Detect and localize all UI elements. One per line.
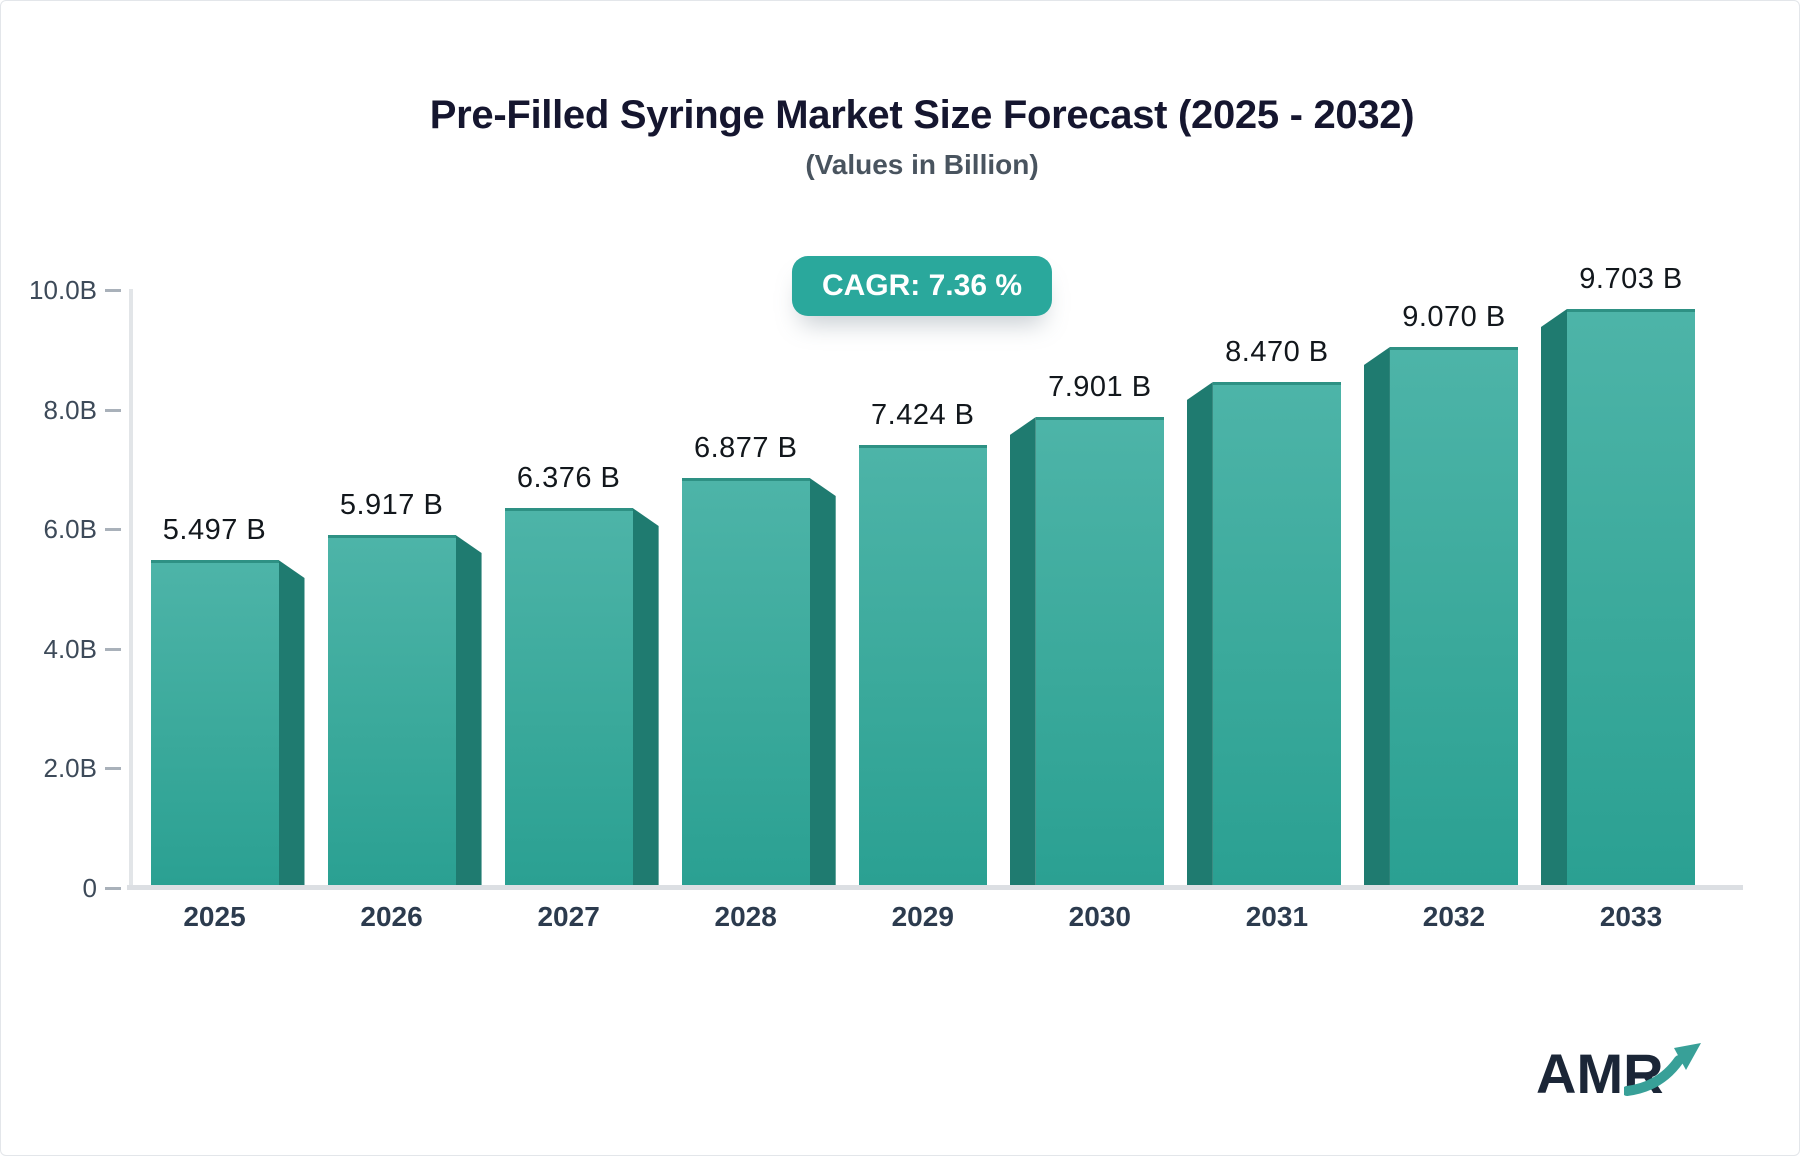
y-tick-label: 8.0B — [43, 394, 98, 425]
bar-value-label: 6.877 B — [693, 432, 798, 464]
bar-side-face — [809, 478, 836, 889]
bar-2033 — [1567, 309, 1695, 889]
amr-logo: AMR — [1536, 1039, 1712, 1103]
bar-side-face — [1363, 347, 1390, 889]
bar-side-face — [632, 508, 659, 889]
bar-value-label: 5.917 B — [339, 489, 444, 521]
y-tick-label: 0 — [82, 873, 97, 903]
bar-2030 — [1035, 417, 1164, 889]
bar-2032 — [1389, 347, 1518, 889]
bar-value-label: 6.376 B — [516, 462, 621, 494]
bar-2028 — [681, 478, 810, 889]
x-tick-label: 2026 — [360, 901, 423, 932]
chart-title: Pre-Filled Syringe Market Size Forecast … — [429, 93, 1415, 137]
bar-side-face — [1541, 309, 1567, 889]
growth-arrow-icon — [1624, 1043, 1701, 1096]
x-tick-label: 2028 — [714, 901, 777, 932]
bar-2029 — [858, 445, 987, 889]
bar-value-label: 7.424 B — [871, 399, 975, 431]
y-tick-mark — [105, 289, 121, 292]
bar-side-face — [1009, 417, 1036, 889]
chart-subtitle: (Values in Billion) — [805, 149, 1039, 180]
y-tick-mark — [105, 767, 121, 771]
cagr-badge: CAGR: 7.36 % — [791, 256, 1053, 316]
x-tick-label: 2032 — [1422, 901, 1486, 932]
bar-value-label: 7.901 B — [1048, 371, 1152, 403]
y-tick-mark — [105, 408, 121, 412]
y-axis-line — [129, 289, 133, 890]
y-tick-mark — [105, 887, 121, 890]
x-tick-label: 2030 — [1068, 901, 1131, 932]
x-tick-label: 2029 — [891, 901, 954, 932]
y-tick-label: 2.0B — [43, 753, 98, 784]
bar-value-label: 9.070 B — [1402, 301, 1506, 333]
bar-value-label: 5.497 B — [162, 514, 267, 546]
y-tick-label: 10.0B — [29, 275, 97, 305]
bar-2031 — [1212, 382, 1341, 889]
bar-side-face — [455, 535, 482, 889]
y-tick-mark — [105, 528, 121, 532]
bar-value-label: 8.470 B — [1225, 336, 1329, 368]
y-tick-mark — [105, 647, 121, 651]
bar-2026 — [327, 535, 456, 889]
x-axis-line — [127, 885, 1743, 890]
x-tick-label: 2027 — [537, 901, 600, 932]
x-tick-label: 2031 — [1245, 901, 1309, 932]
y-tick-label: 6.0B — [43, 514, 98, 545]
bar-side-face — [278, 560, 305, 889]
y-tick-label: 4.0B — [43, 633, 98, 664]
x-tick-label: 2025 — [183, 901, 246, 932]
bar-2027 — [504, 508, 633, 889]
x-tick-label: 2033 — [1599, 901, 1663, 932]
bar-side-face — [1186, 382, 1213, 889]
bar-value-label: 9.703 B — [1579, 263, 1683, 295]
bar-2025 — [150, 560, 279, 889]
